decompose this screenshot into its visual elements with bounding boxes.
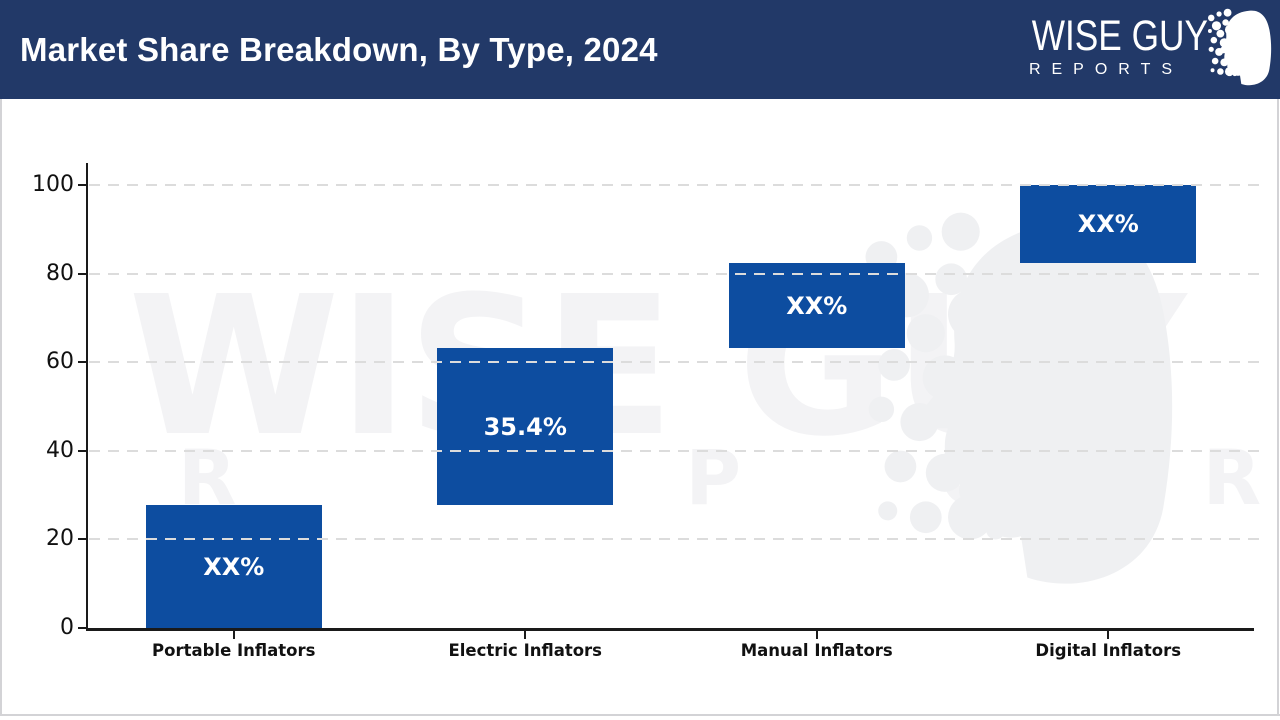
- brand-face-icon: [1206, 8, 1274, 92]
- y-tick-label: 60: [46, 349, 74, 375]
- bar-segment: [1020, 185, 1197, 263]
- gridline: [89, 184, 1259, 186]
- x-axis-tick: [232, 631, 235, 639]
- bar-value-label: XX%: [786, 291, 848, 320]
- y-axis-tick: [78, 361, 86, 364]
- bar-value-label: 35.4%: [483, 412, 567, 441]
- x-category-label: Manual Inflators: [740, 641, 893, 660]
- bar-segment: [728, 262, 905, 349]
- brand-name: WISE GUY: [1031, 12, 1208, 60]
- watermark-face-logo: [856, 212, 1186, 598]
- brand-logo-text: WISE GUY REPORTS: [993, 12, 1208, 79]
- bar-segment: [145, 505, 322, 628]
- x-axis-tick: [524, 631, 527, 639]
- gridline: [89, 538, 1259, 541]
- gridline: [89, 361, 1259, 364]
- gridline: [89, 272, 1259, 275]
- page-border-bottom: [0, 714, 1280, 716]
- page-border-right: [1277, 99, 1279, 716]
- x-axis-spine: [86, 628, 1254, 631]
- x-category-label: Digital Inflators: [1035, 641, 1182, 660]
- brand-logo: WISE GUY REPORTS: [1024, 4, 1274, 96]
- gridline: [89, 449, 1259, 452]
- y-tick-label: 100: [32, 172, 74, 197]
- y-axis-tick: [78, 449, 86, 452]
- x-axis-tick: [1107, 631, 1110, 639]
- y-axis-tick: [78, 627, 86, 629]
- page-border-left: [0, 99, 2, 716]
- brand-subname: REPORTS: [1028, 61, 1184, 79]
- bar-value-label: XX%: [1077, 209, 1139, 238]
- y-axis-spine: [86, 163, 88, 630]
- header-bar: Market Share Breakdown, By Type, 2024 WI…: [0, 0, 1280, 99]
- y-tick-label: 40: [46, 437, 74, 463]
- y-axis-tick: [78, 184, 86, 186]
- page-title: Market Share Breakdown, By Type, 2024: [20, 30, 658, 68]
- y-tick-label: 0: [60, 615, 74, 640]
- y-tick-label: 20: [46, 526, 74, 552]
- x-category-label: Electric Inflators: [448, 641, 603, 660]
- y-axis-tick: [78, 272, 86, 275]
- x-category-label: Portable Inflators: [152, 641, 316, 660]
- x-axis-tick: [815, 631, 818, 639]
- y-tick-label: 80: [46, 260, 74, 286]
- bar-value-label: XX%: [203, 552, 265, 581]
- bar-segment: [437, 348, 614, 506]
- y-axis-tick: [78, 538, 86, 541]
